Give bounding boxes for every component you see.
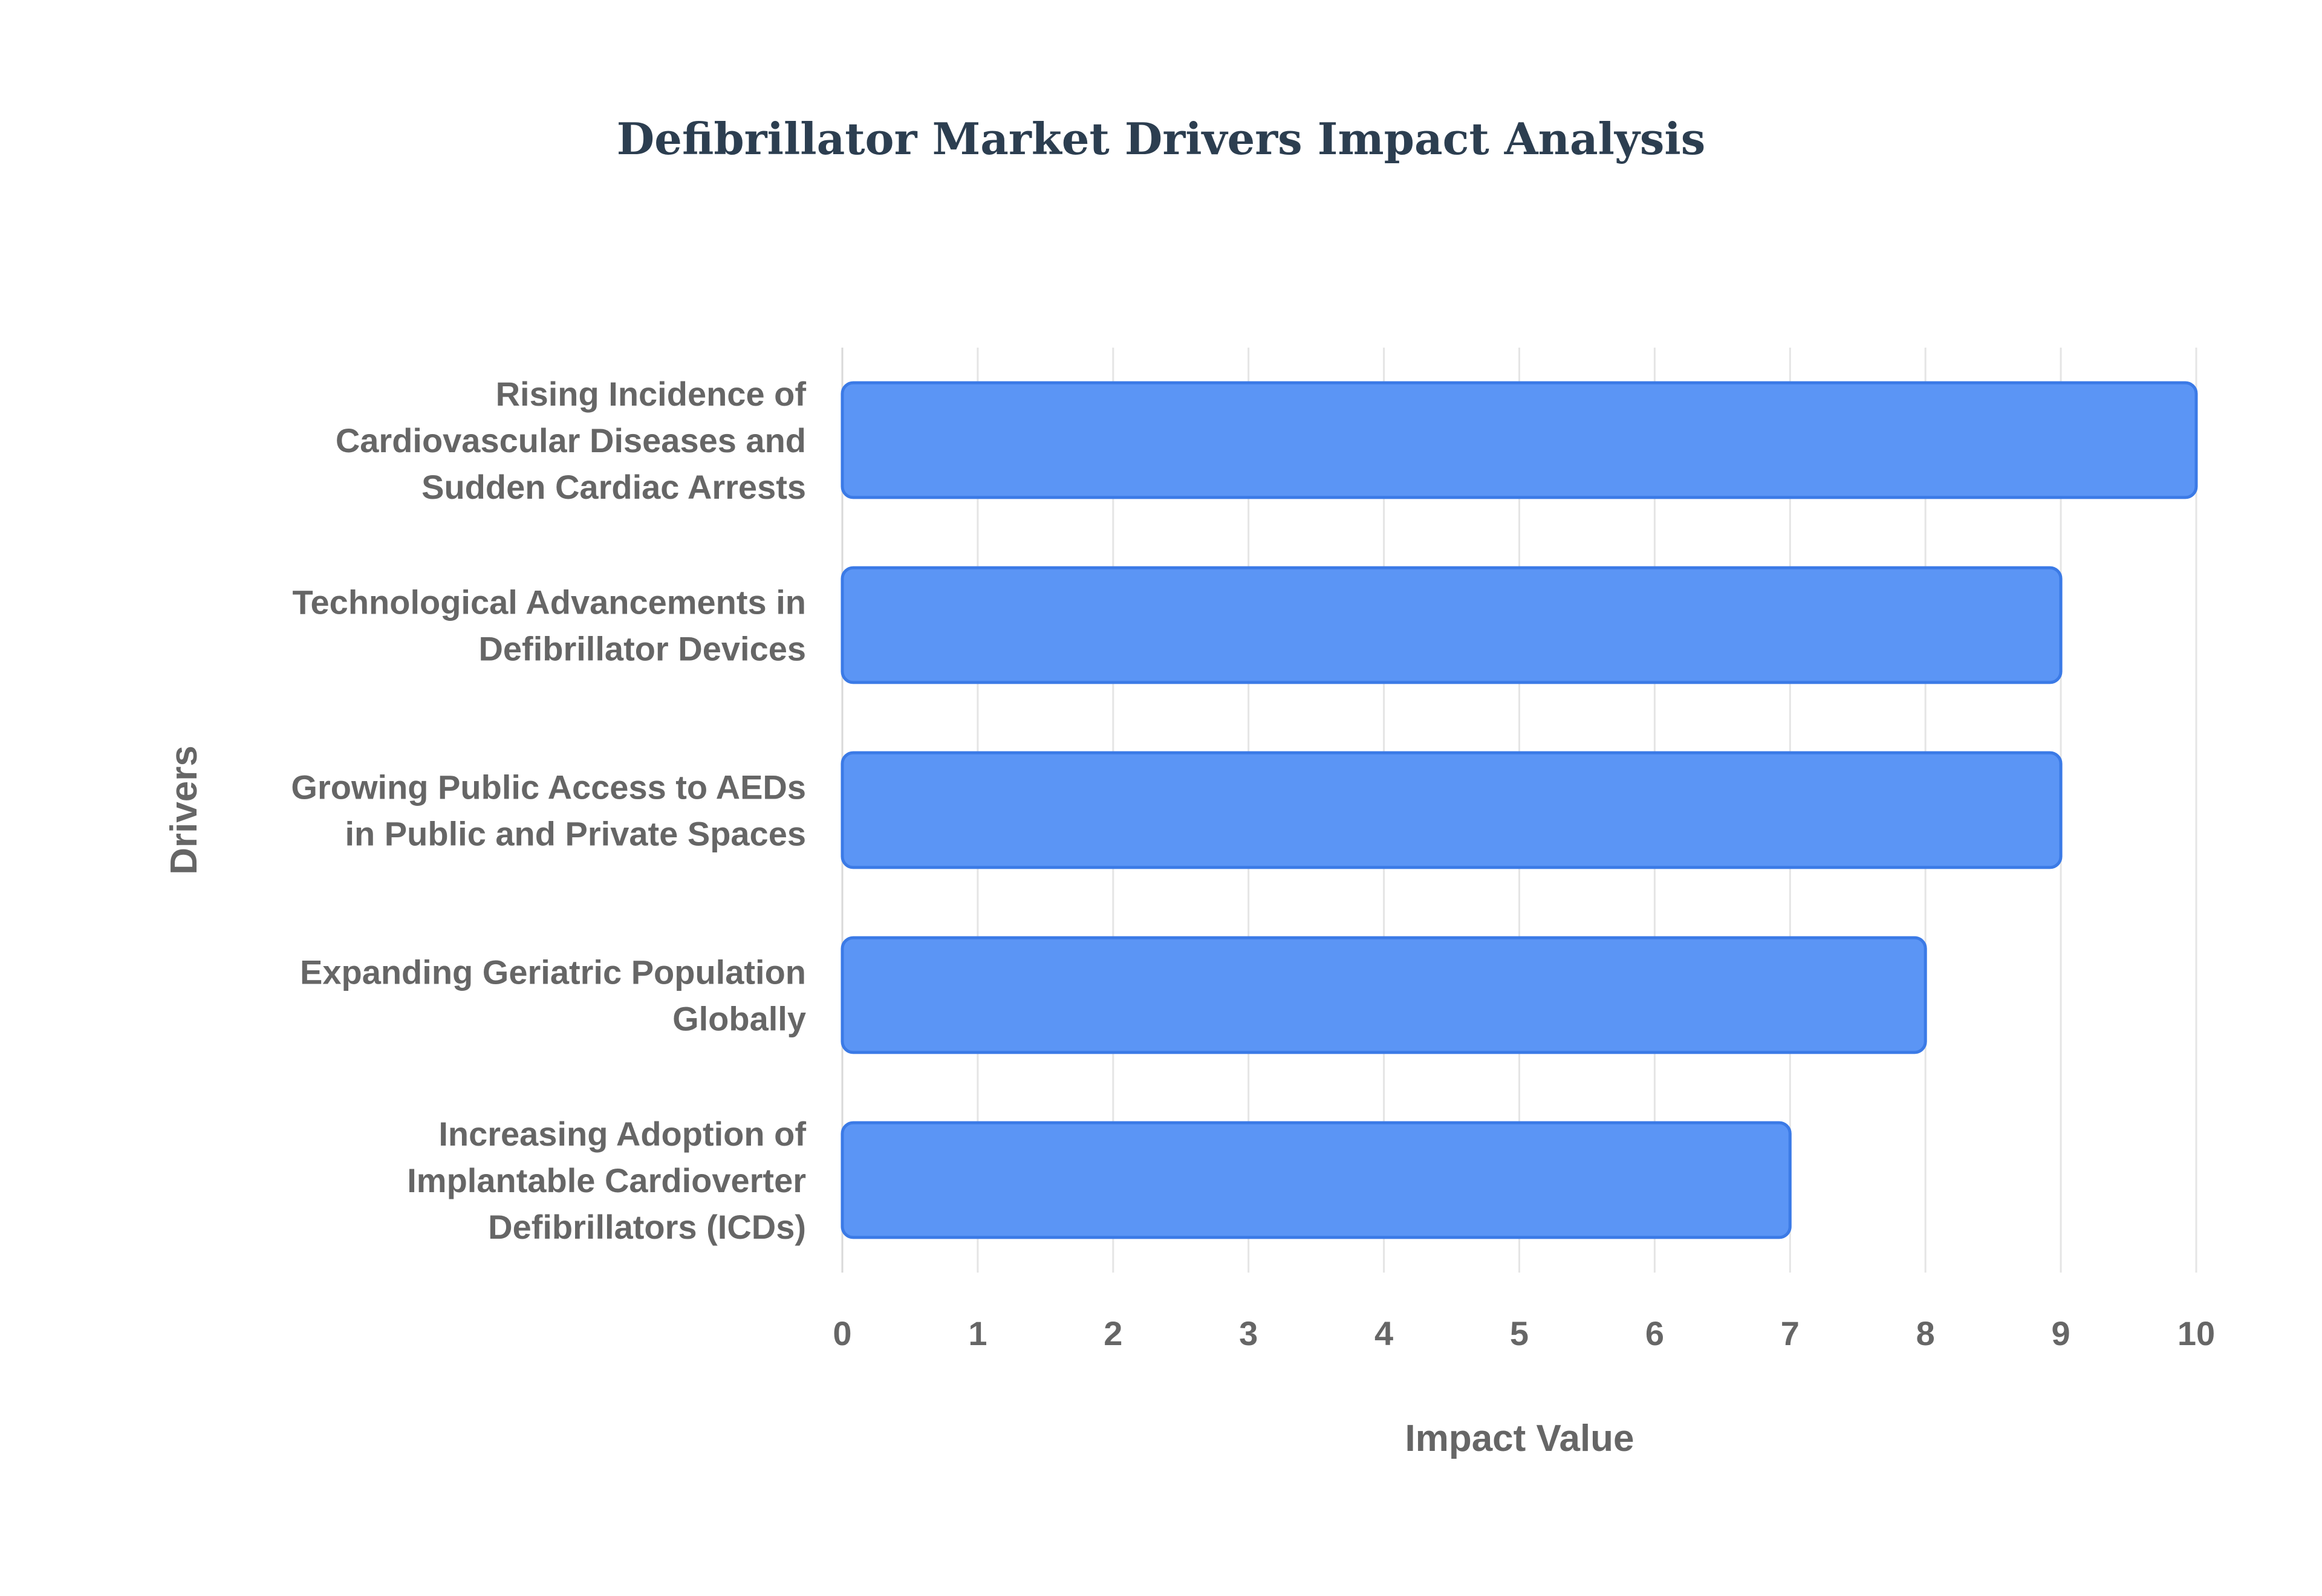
x-tick-labels: 0 1 2 3 4 5 6 7 8 9 10 (833, 1314, 2215, 1352)
x-tick-label: 4 (1374, 1314, 1393, 1352)
x-tick-label: 2 (1104, 1314, 1122, 1352)
category-label: Expanding Geriatric Population Globally (300, 953, 806, 1038)
x-tick-label: 3 (1239, 1314, 1258, 1352)
category-labels: Rising Incidence of Cardiovascular Diseas… (291, 375, 806, 1246)
bar[interactable] (841, 936, 1927, 1054)
category-label: Technological Advancements in Defibrillat… (292, 583, 806, 668)
x-tick-label: 8 (1916, 1314, 1935, 1352)
bar[interactable] (841, 751, 2063, 869)
chart-title: Defibrillator Market Drivers Impact Anal… (617, 113, 1706, 164)
x-tick-label: 10 (2177, 1314, 2215, 1352)
y-axis-title: Drivers (163, 745, 205, 875)
x-tick-label: 6 (1645, 1314, 1664, 1352)
x-tick-label: 1 (968, 1314, 987, 1352)
x-tick-label: 5 (1510, 1314, 1529, 1352)
bar[interactable] (841, 381, 2198, 499)
x-tick-label: 9 (2052, 1314, 2070, 1352)
x-tick-label: 0 (833, 1314, 851, 1352)
category-label: Increasing Adoption of Implantable Cardio… (407, 1115, 806, 1246)
bars (841, 381, 2198, 1239)
x-axis-title: Impact Value (1405, 1418, 1634, 1459)
category-label: Growing Public Access to AEDs in Public a… (291, 768, 806, 853)
category-label: Rising Incidence of Cardiovascular Diseas… (336, 375, 807, 506)
bar[interactable] (841, 1121, 1792, 1239)
x-tick-label: 7 (1781, 1314, 1800, 1352)
bar[interactable] (841, 566, 2063, 684)
